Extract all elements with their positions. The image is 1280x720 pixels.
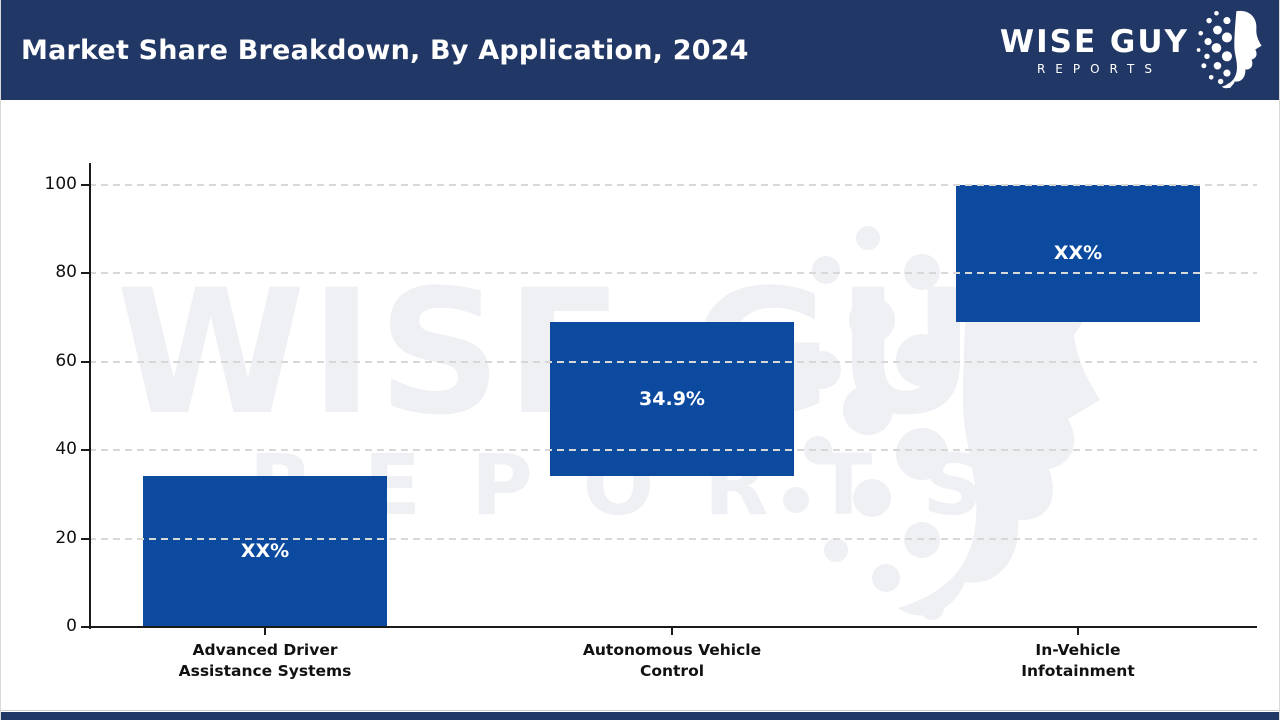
header-banner: Market Share Breakdown, By Application, … <box>1 0 1279 100</box>
brand-name: WISE GUY <box>999 24 1189 60</box>
x-category-line: Advanced Driver <box>192 641 338 659</box>
y-tick-80 <box>81 272 89 275</box>
y-tick-label: 0 <box>66 616 77 636</box>
page-title: Market Share Breakdown, By Application, … <box>21 34 749 66</box>
x-category-line: Control <box>639 662 705 680</box>
y-tick-label: 80 <box>55 262 77 283</box>
brand-logo-text: WISE GUY REPORTS <box>1000 24 1189 76</box>
gridline-80 <box>89 272 1257 275</box>
bar-segment: XX% <box>956 185 1200 322</box>
gridline-20 <box>89 537 1257 540</box>
y-tick-label: 60 <box>55 350 77 371</box>
bar-value-label: XX% <box>1053 242 1103 265</box>
y-axis-line <box>89 162 91 629</box>
x-category-label: In-Vehicle Infotainment <box>918 640 1238 682</box>
bar-value-label: XX% <box>240 540 290 563</box>
x-category-label: Advanced Driver Assistance Systems <box>105 640 425 682</box>
x-category-label: Autonomous Vehicle Control <box>512 640 832 682</box>
x-category-line: Assistance Systems <box>178 662 352 680</box>
y-tick-0 <box>81 626 89 628</box>
y-tick-100 <box>81 184 89 186</box>
x-category-line: In-Vehicle <box>1035 641 1121 659</box>
y-tick-label: 100 <box>44 174 77 194</box>
y-tick-40 <box>81 449 89 452</box>
gridline-40 <box>89 449 1257 452</box>
bar-segment: XX% <box>143 475 387 627</box>
gridline-100 <box>89 184 1257 186</box>
y-tick-label: 40 <box>55 439 77 460</box>
dotted-face-icon <box>1196 10 1262 89</box>
x-category-line: Autonomous Vehicle <box>582 641 762 659</box>
y-tick-20 <box>81 537 89 540</box>
x-axis-line <box>89 626 1257 628</box>
x-tick <box>671 628 673 635</box>
y-tick-60 <box>81 360 89 363</box>
x-tick <box>1077 628 1079 635</box>
brand-subname: REPORTS <box>1036 62 1162 76</box>
y-tick-label: 20 <box>55 527 77 548</box>
watermark-dotted-face <box>765 224 1100 620</box>
footer-hairline <box>1 710 1279 711</box>
bar-segment: 34.9% <box>550 321 794 476</box>
x-tick <box>264 628 266 635</box>
bar-value-label: 34.9% <box>639 387 705 410</box>
brand-logo: WISE GUY REPORTS <box>1000 8 1265 92</box>
x-category-line: Infotainment <box>1021 662 1135 680</box>
gridline-60 <box>89 360 1257 363</box>
footer-bar <box>1 712 1279 720</box>
